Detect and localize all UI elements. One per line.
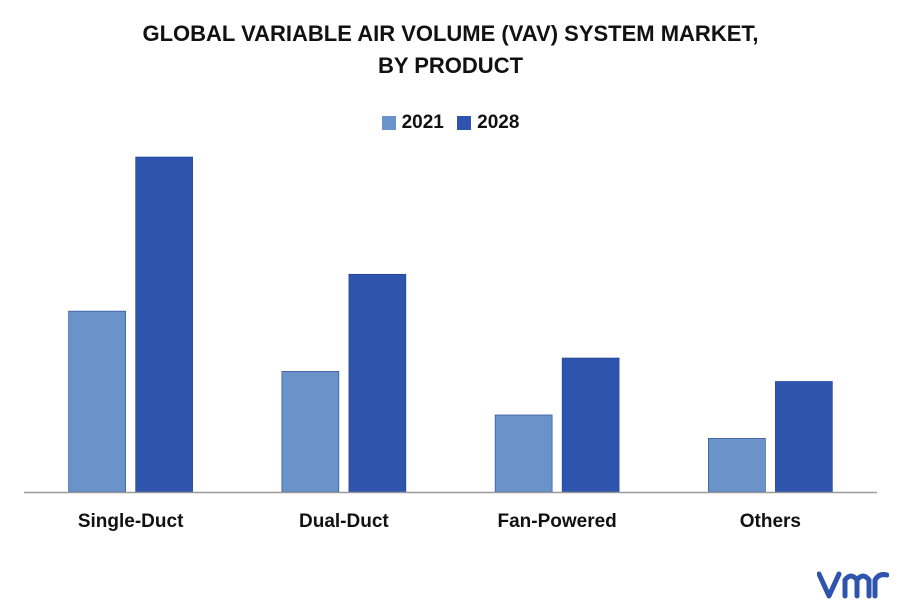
bar-others-2028 <box>775 381 833 493</box>
legend-swatch-2021 <box>381 116 396 130</box>
x-tick-label-dual-duct: Dual-Duct <box>299 511 389 532</box>
bar-others-2021 <box>708 438 766 493</box>
legend-label-2021: 2021 <box>401 112 444 133</box>
legend-label-2028: 2028 <box>477 112 520 133</box>
bar-dual-duct-2028 <box>348 273 407 493</box>
x-tick-label-others: Others <box>740 511 801 532</box>
bar-single-duct-2021 <box>68 310 126 493</box>
x-tick-label-single-duct: Single-Duct <box>78 511 184 532</box>
bar-fan-powered-2028 <box>561 357 620 493</box>
legend-item-2028: 2028 <box>457 112 519 134</box>
bar-fan-powered-2021 <box>494 414 553 493</box>
vmr-logo <box>817 571 889 599</box>
x-tick-label-fan-powered: Fan-Powered <box>497 511 616 532</box>
legend: 2021 2028 <box>0 112 901 136</box>
chart-title-line-1: GLOBAL VARIABLE AIR VOLUME (VAV) SYSTEM … <box>142 21 759 46</box>
legend-swatch-2028 <box>457 116 472 130</box>
chart-title: GLOBAL VARIABLE AIR VOLUME (VAV) SYSTEM … <box>0 18 901 82</box>
bar-dual-duct-2021 <box>281 371 340 493</box>
bar-single-duct-2028 <box>135 156 193 493</box>
chart-title-line-2: BY PRODUCT <box>377 53 524 78</box>
legend-item-2021: 2021 <box>381 112 444 134</box>
